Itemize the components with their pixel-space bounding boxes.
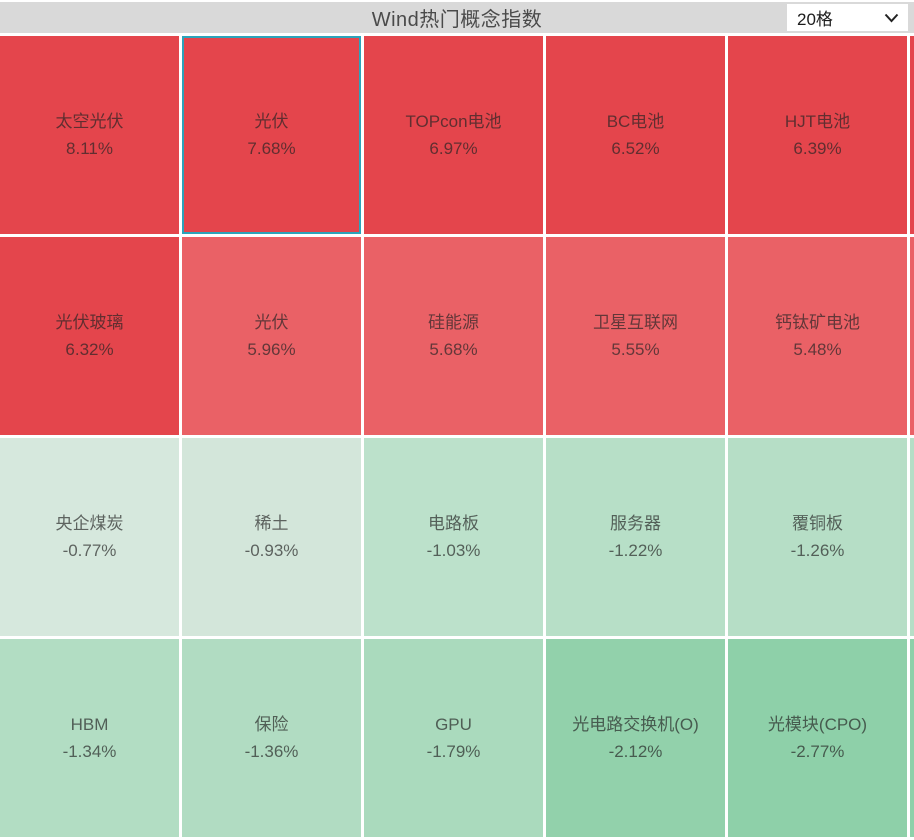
heatmap-cell[interactable]: 稀土 -0.93% [182,438,361,636]
concept-name: 覆铜板 [792,513,843,533]
concept-change: 7.68% [247,139,296,158]
concept-name: 卫星互联网 [593,312,678,332]
heatmap-cell[interactable]: 央企煤炭 -0.77% [0,438,179,636]
heatmap-cell[interactable]: 保险 -1.36% [182,639,361,837]
concept-change: 5.68% [429,340,478,359]
concept-change: 6.32% [65,340,114,359]
concept-name: 光伏玻璃 [55,312,124,332]
concept-name: HBM [70,714,109,734]
heatmap-cell[interactable]: GPU -1.79% [364,639,543,837]
heatmap-cell[interactable]: 覆铜板 -1.26% [728,438,907,636]
concept-name: 服务器 [610,513,661,533]
concept-change: 8.11% [66,139,113,158]
concept-name: 稀土 [254,513,289,533]
concept-change: -2.77% [790,742,845,761]
heatmap-cell-partial [910,36,914,234]
heatmap-cell[interactable]: 卫星互联网 5.55% [546,237,725,435]
heatmap-cell-partial [910,237,914,435]
heatmap-cell[interactable]: 电路板 -1.03% [364,438,543,636]
heatmap-cell[interactable]: 钙钛矿电池 5.48% [728,237,907,435]
concept-name: TOPcon电池 [405,111,502,131]
heatmap-cell[interactable]: 光伏 5.96% [182,237,361,435]
chevron-down-icon [884,13,899,23]
concept-change: 5.55% [611,340,660,359]
grid-size-select[interactable]: 20格 [787,4,908,31]
concept-name: BC电池 [606,111,665,131]
concept-name: 钙钛矿电池 [775,312,860,332]
concept-name: HJT电池 [784,111,851,131]
heatmap-cell[interactable]: HJT电池 6.39% [728,36,907,234]
concept-name: 央企煤炭 [55,513,124,533]
concept-name: 光模块(CPO) [767,714,868,734]
concept-name: 电路板 [428,513,479,533]
concept-change: -0.77% [62,541,117,560]
concept-change: 6.97% [429,139,478,158]
concept-change: 5.48% [793,340,842,359]
concept-name: 光伏 [254,312,289,332]
heatmap-cell-partial [910,438,914,636]
heatmap-cell[interactable]: HBM -1.34% [0,639,179,837]
heatmap-cell[interactable]: 服务器 -1.22% [546,438,725,636]
heatmap-cell[interactable]: 光伏玻璃 6.32% [0,237,179,435]
concept-change: 6.39% [793,139,842,158]
concept-change: -1.03% [426,541,481,560]
concept-change: 6.52% [611,139,660,158]
heatmap-cell[interactable]: 光电路交换机(O) -2.12% [546,639,725,837]
concept-change: -1.79% [426,742,481,761]
concept-change: -1.26% [790,541,845,560]
concept-change: -1.34% [62,742,117,761]
concept-change: -1.36% [244,742,299,761]
concept-change: -2.12% [608,742,663,761]
concept-name: 太空光伏 [55,111,124,131]
heatmap-cell-selected[interactable]: 光伏 7.68% [182,36,361,234]
concept-name: 光电路交换机(O) [572,714,699,734]
concept-name: 保险 [254,714,289,734]
concept-name: 硅能源 [428,312,479,332]
heatmap-cell[interactable]: 太空光伏 8.11% [0,36,179,234]
heatmap-cell-partial [910,639,914,837]
heatmap-grid: 太空光伏 8.11% 光伏 7.68% TOPcon电池 6.97% BC电池 … [0,36,914,837]
concept-name: GPU [435,714,472,734]
heatmap-cell[interactable]: TOPcon电池 6.97% [364,36,543,234]
heatmap-cell[interactable]: 硅能源 5.68% [364,237,543,435]
concept-name: 光伏 [254,111,289,131]
concept-change: 5.96% [247,340,296,359]
heatmap-cell[interactable]: BC电池 6.52% [546,36,725,234]
header-bar: Wind热门概念指数 20格 [0,2,914,33]
concept-change: -0.93% [244,541,299,560]
heatmap-cell[interactable]: 光模块(CPO) -2.77% [728,639,907,837]
concept-change: -1.22% [608,541,663,560]
grid-size-value: 20格 [797,10,833,29]
page-title: Wind热门概念指数 [371,9,543,31]
